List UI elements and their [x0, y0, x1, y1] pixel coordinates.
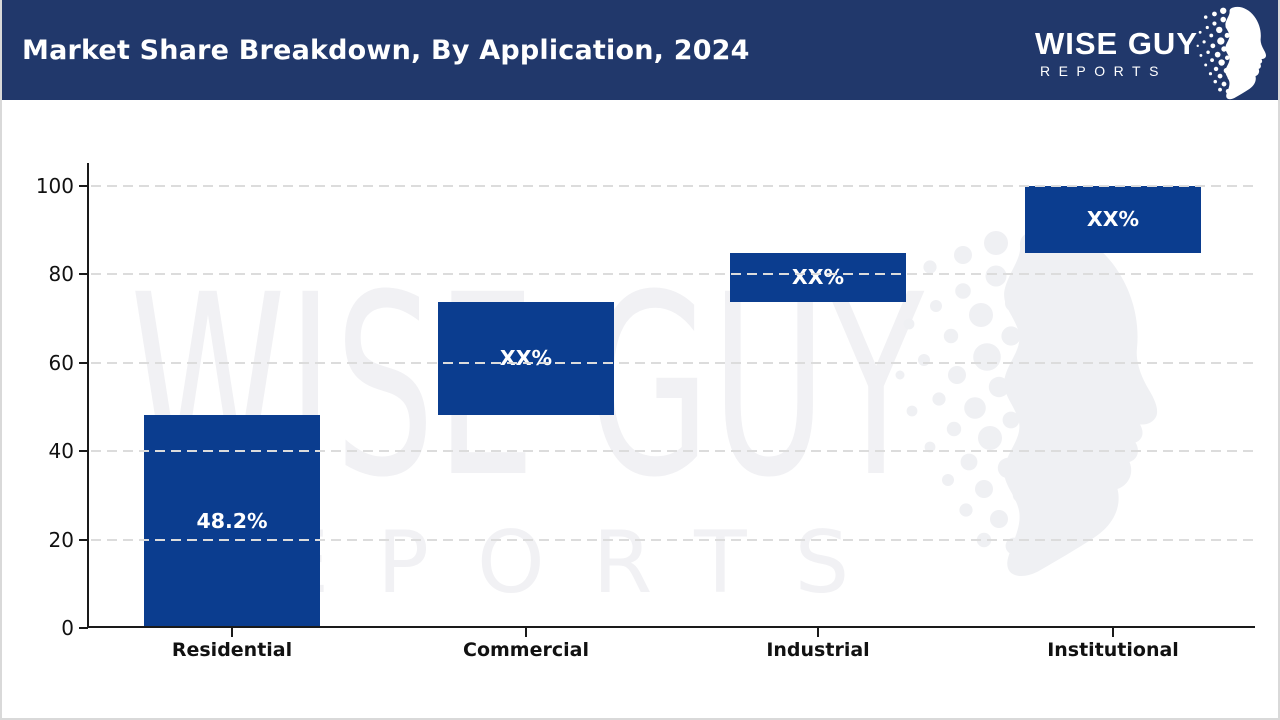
- y-tick-label: 40: [48, 439, 74, 464]
- x-category-label: Industrial: [766, 639, 870, 661]
- bar-value-label: XX%: [1086, 207, 1140, 232]
- brand-logo-text: WISE GUY REPORTS: [1034, 25, 1198, 80]
- y-tick-label: 60: [48, 350, 74, 375]
- x-axis-line: [87, 626, 1255, 628]
- grid-line: [91, 273, 1255, 276]
- x-category-label: Commercial: [463, 639, 589, 661]
- y-tick: [79, 450, 88, 453]
- bar-residential: 48.2%: [144, 414, 320, 628]
- y-tick: [79, 273, 88, 276]
- y-tick-label: 100: [35, 174, 74, 198]
- x-category-label: Institutional: [1047, 639, 1179, 661]
- header-bar: Market Share Breakdown, By Application, …: [2, 0, 1278, 100]
- y-axis-line: [87, 163, 89, 628]
- y-tick: [79, 538, 88, 541]
- bar-value-label: XX%: [499, 346, 553, 371]
- y-tick: [79, 361, 88, 364]
- brand-name: WISE GUY: [1034, 25, 1198, 61]
- bar-value-label: 48.2%: [196, 509, 268, 534]
- brand-logo: WISE GUY REPORTS: [1035, 6, 1268, 100]
- page-title: Market Share Breakdown, By Application, …: [22, 34, 750, 66]
- grid-line: [91, 185, 1255, 187]
- grid-line: [91, 538, 1255, 541]
- y-tick: [79, 627, 88, 629]
- y-tick-label: 20: [48, 527, 74, 552]
- x-category-label: Residential: [171, 639, 293, 661]
- x-tick: [1112, 628, 1114, 637]
- x-tick: [525, 628, 527, 637]
- x-tick: [231, 628, 233, 637]
- grid-line: [91, 450, 1255, 453]
- bar-industrial: XX%: [730, 252, 906, 302]
- y-tick-label: 80: [48, 262, 74, 287]
- x-tick: [817, 628, 819, 637]
- bar-value-label: XX%: [791, 265, 845, 290]
- brand-subtitle: REPORTS: [1039, 63, 1167, 80]
- y-tick: [79, 185, 88, 187]
- brand-face-icon: [1196, 6, 1267, 100]
- bar-commercial: XX%: [438, 301, 614, 415]
- y-tick-label: 0: [61, 616, 74, 640]
- bar-institutional: XX%: [1025, 186, 1201, 253]
- grid-line: [91, 361, 1255, 364]
